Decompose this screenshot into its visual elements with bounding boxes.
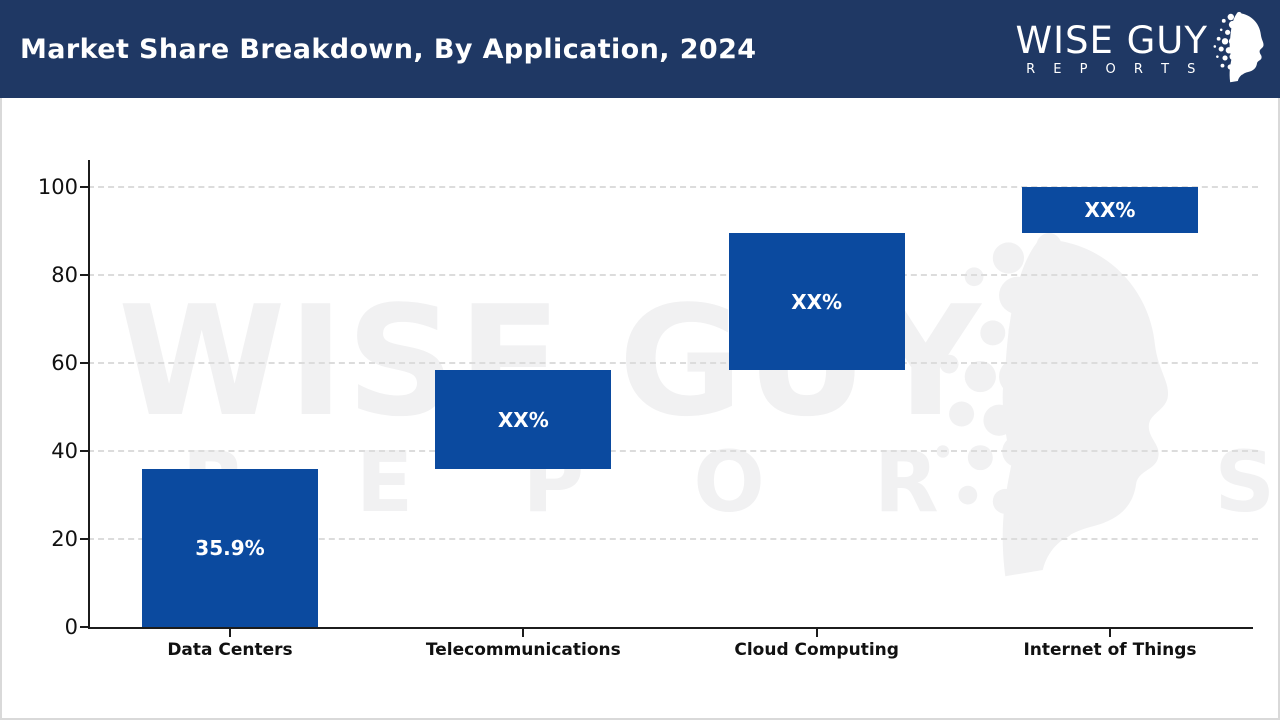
bar-segment: 35.9% xyxy=(142,469,318,627)
y-tick-mark xyxy=(80,362,88,364)
bar-value-label: XX% xyxy=(1084,197,1136,222)
y-tick-label: 40 xyxy=(51,439,78,463)
bar-value-label: XX% xyxy=(497,407,549,432)
x-tick-mark xyxy=(229,629,231,637)
chart-title: Market Share Breakdown, By Application, … xyxy=(20,33,757,65)
x-tick-mark xyxy=(522,629,525,637)
y-tick-label: 80 xyxy=(51,263,78,287)
wiseguy-logo: WISE GUY R E P O R T S xyxy=(1016,9,1266,89)
y-tick-mark xyxy=(80,538,88,540)
y-tick-mark xyxy=(80,626,88,628)
header: Market Share Breakdown, By Application, … xyxy=(0,0,1280,98)
y-tick-mark xyxy=(80,274,88,276)
chart-plot-area: WISE GUY R E P O R T S 0 20 40 60 80 100 35.9%… xyxy=(0,98,1280,718)
bar-segment: XX% xyxy=(435,370,612,470)
logo-text: WISE GUY R E P O R T S xyxy=(1016,22,1208,77)
gridline xyxy=(88,362,1258,364)
gridline xyxy=(88,450,1258,452)
x-axis xyxy=(88,627,1253,629)
category-label: Data Centers xyxy=(167,640,293,660)
bar-value-label: 35.9% xyxy=(195,536,265,560)
bar-segment: XX% xyxy=(1021,187,1198,233)
gridline xyxy=(88,538,1258,540)
bar-segment: XX% xyxy=(728,232,905,371)
bar-value-label: XX% xyxy=(791,289,843,314)
y-tick-mark xyxy=(80,450,88,452)
x-tick-mark xyxy=(1108,629,1111,637)
category-label: Telecommunications xyxy=(425,640,621,660)
y-tick-label: 20 xyxy=(51,527,78,551)
y-axis xyxy=(88,160,90,629)
category-label: Cloud Computing xyxy=(734,640,899,660)
y-tick-label: 0 xyxy=(64,615,78,639)
y-tick-label: 60 xyxy=(51,351,78,375)
watermark-head-icon xyxy=(868,226,1180,602)
y-tick-label: 100 xyxy=(37,175,78,199)
category-label: Internet of Things xyxy=(1023,640,1197,660)
gridline xyxy=(88,186,1258,188)
logo-subtext: R E P O R T S xyxy=(1026,61,1203,77)
gridline xyxy=(88,274,1258,276)
x-tick-mark xyxy=(815,629,818,637)
wiseguy-head-icon xyxy=(1202,9,1266,89)
y-tick-mark xyxy=(80,186,88,188)
logo-wordmark: WISE GUY xyxy=(1015,18,1208,62)
